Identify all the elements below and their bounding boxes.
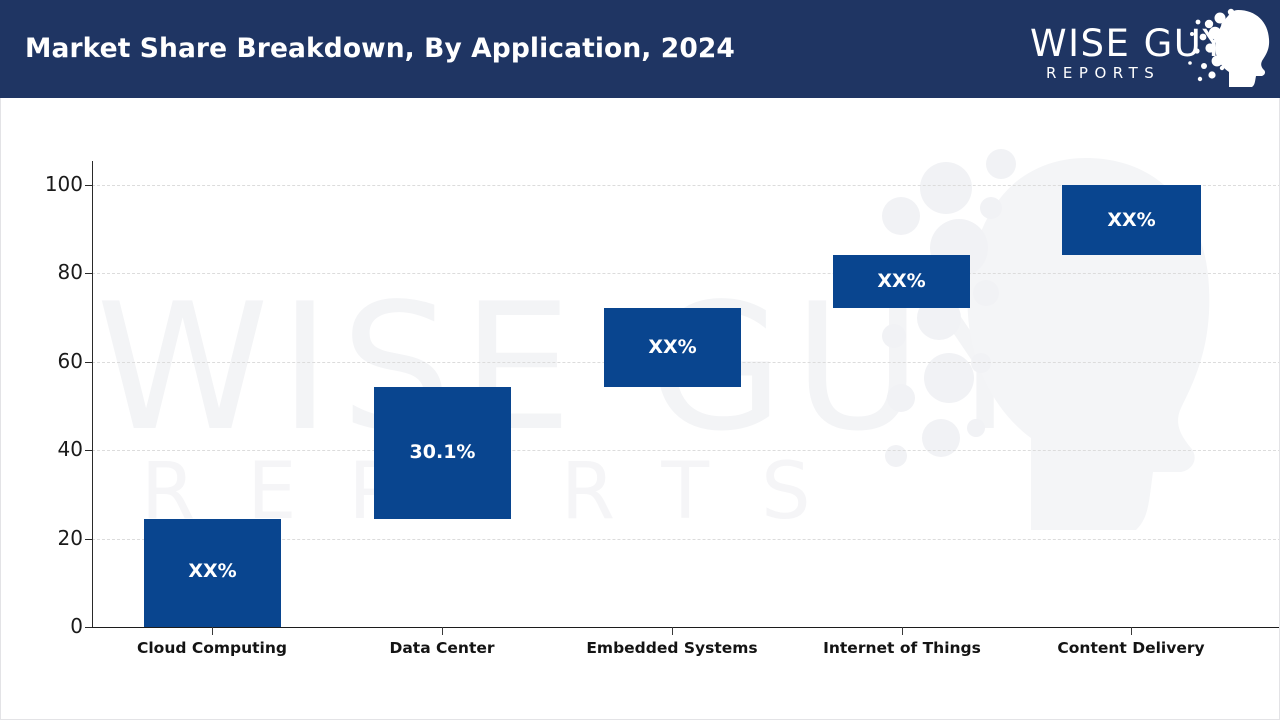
y-axis-line bbox=[92, 161, 93, 628]
y-tick-label-100: 100 bbox=[44, 172, 83, 196]
x-tick-mark-0 bbox=[212, 627, 213, 635]
gridline-40 bbox=[92, 450, 1279, 451]
gridline-80 bbox=[92, 273, 1279, 274]
y-tick-label-40: 40 bbox=[57, 437, 83, 461]
y-tick-label-80: 80 bbox=[57, 260, 83, 284]
svg-text:REPORTS: REPORTS bbox=[1046, 64, 1160, 82]
gridline-20 bbox=[92, 539, 1279, 540]
y-tick-mark-60 bbox=[85, 362, 92, 363]
x-axis-label-embedded-systems: Embedded Systems bbox=[586, 639, 758, 657]
y-tick-label-60: 60 bbox=[57, 349, 83, 373]
x-tick-mark-1 bbox=[442, 627, 443, 635]
header-band: Market Share Breakdown, By Application, … bbox=[0, 0, 1280, 98]
x-axis-label-data-center: Data Center bbox=[389, 639, 495, 657]
x-axis-label-cloud-computing: Cloud Computing bbox=[136, 639, 288, 657]
y-tick-mark-100 bbox=[85, 185, 92, 186]
y-tick-label-0: 0 bbox=[70, 614, 83, 638]
bar-label-data-center: 30.1% bbox=[409, 441, 476, 463]
page-title: Market Share Breakdown, By Application, … bbox=[25, 33, 735, 64]
svg-text:WISE GUY: WISE GUY bbox=[1030, 22, 1226, 65]
y-tick-mark-0 bbox=[85, 627, 92, 628]
chart-panel: WISE GUY REPORTS bbox=[0, 98, 1280, 720]
x-tick-mark-2 bbox=[672, 627, 673, 635]
bar-label-embedded-systems: XX% bbox=[648, 336, 697, 358]
bar-embedded-systems[interactable] bbox=[604, 308, 741, 387]
bar-data-center[interactable] bbox=[374, 387, 511, 519]
x-axis-label-internet-of-things: Internet of Things bbox=[823, 639, 981, 657]
y-tick-label-20: 20 bbox=[57, 526, 83, 550]
x-tick-mark-4 bbox=[1131, 627, 1132, 635]
bar-label-content-delivery: XX% bbox=[1107, 209, 1156, 231]
y-tick-mark-20 bbox=[85, 539, 92, 540]
gridline-100 bbox=[92, 185, 1279, 186]
x-tick-mark-3 bbox=[902, 627, 903, 635]
x-axis-label-content-delivery: Content Delivery bbox=[1057, 639, 1205, 657]
plot-area: 100 80 60 40 20 0 XX% 30.1% XX% XX% bbox=[1, 98, 1279, 719]
y-tick-mark-40 bbox=[85, 450, 92, 451]
x-axis-line bbox=[92, 627, 1279, 628]
wise-guy-reports-logo: WISE GUY REPORTS bbox=[1024, 6, 1272, 92]
bar-cloud-computing[interactable] bbox=[144, 519, 281, 627]
bar-label-cloud-computing: XX% bbox=[188, 560, 237, 582]
y-tick-mark-80 bbox=[85, 273, 92, 274]
bar-label-internet-of-things: XX% bbox=[877, 270, 926, 292]
